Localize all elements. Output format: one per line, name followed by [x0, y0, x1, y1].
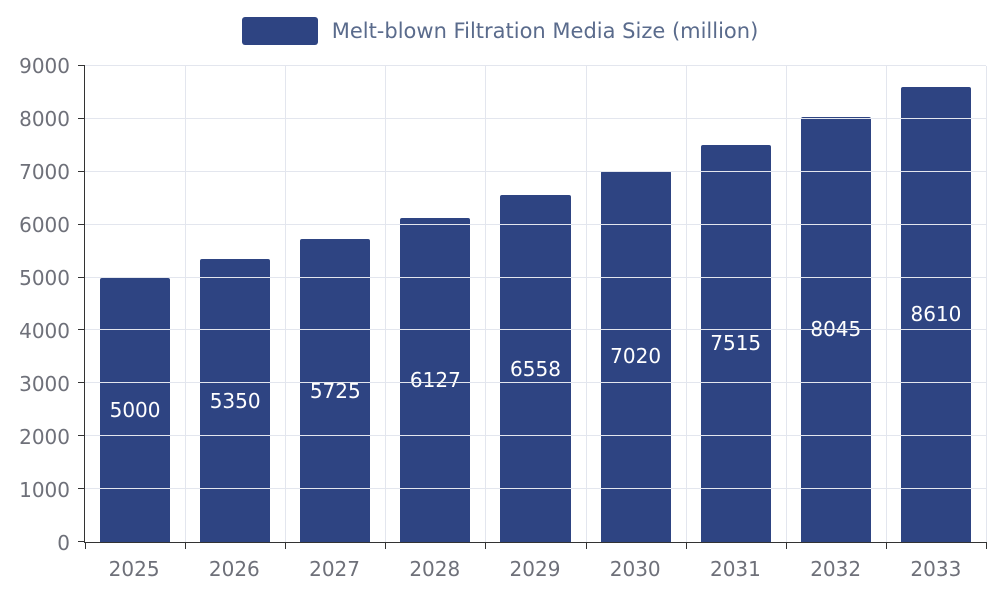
y-tick	[78, 276, 85, 278]
legend-label: Melt-blown Filtration Media Size (millio…	[331, 19, 759, 43]
bar-value-label: 8045	[810, 317, 862, 342]
bar-cell: 6127	[385, 66, 485, 542]
x-tick-label: 2031	[709, 557, 761, 581]
x-tick-label: 2033	[910, 557, 962, 581]
legend[interactable]: Melt-blown Filtration Media Size (millio…	[0, 0, 1000, 46]
x-tick-label: 2032	[810, 557, 862, 581]
bar-cell: 7515	[686, 66, 786, 542]
gridline-horizontal	[85, 223, 986, 225]
y-tick	[78, 488, 85, 490]
x-tick-label: 2026	[208, 557, 260, 581]
bar-2030[interactable]: 7020	[600, 170, 671, 542]
x-tick-label: 2027	[309, 557, 360, 581]
y-tick	[78, 65, 85, 66]
x-tick	[85, 542, 86, 549]
y-tick-label: 9000	[19, 54, 70, 78]
bar-cell: 7020	[586, 66, 686, 542]
bar-2029[interactable]: 6558	[500, 195, 571, 542]
bar-cell: 5350	[185, 66, 285, 542]
y-tick-label: 7000	[19, 160, 70, 184]
bar-2025[interactable]: 5000	[100, 277, 171, 542]
bar-value-label: 7515	[710, 331, 762, 356]
bar-value-label: 8610	[910, 302, 962, 327]
x-tick	[585, 542, 587, 549]
gridline-horizontal	[85, 382, 986, 384]
gridline-horizontal	[85, 329, 986, 331]
gridline-horizontal	[85, 117, 986, 119]
gridline-vertical	[385, 66, 387, 542]
bars-container: 5000 5350 5725 6127 6558 7020 7515 8045 8610	[85, 66, 986, 542]
bar-value-label: 6127	[409, 367, 461, 392]
gridline-horizontal	[85, 65, 986, 66]
gridline-horizontal	[85, 435, 986, 437]
bar-cell: 5000	[85, 66, 185, 542]
gridline-vertical	[685, 66, 687, 542]
x-tick	[385, 542, 387, 549]
bar-cell: 8610	[886, 66, 986, 542]
gridline-vertical	[885, 66, 887, 542]
y-tick	[78, 329, 85, 331]
x-tick	[986, 542, 987, 549]
y-tick	[78, 382, 85, 384]
bar-value-label: 5000	[109, 397, 161, 422]
x-tick-label: 2030	[609, 557, 661, 581]
x-tick	[285, 542, 287, 549]
x-axis: 2025 2026 2027 2028 2029 2030 2031 2032 2033	[84, 543, 986, 589]
gridline-vertical	[185, 66, 187, 542]
bar-2026[interactable]: 5350	[200, 259, 271, 542]
y-tick	[78, 541, 85, 542]
y-tick	[78, 117, 85, 119]
bar-cell: 8045	[786, 66, 886, 542]
gridline-vertical	[285, 66, 287, 542]
x-tick	[685, 542, 687, 549]
bar-2031[interactable]: 7515	[700, 144, 771, 542]
y-tick-label: 8000	[19, 107, 70, 131]
gridline-vertical	[785, 66, 787, 542]
bar-2033[interactable]: 8610	[900, 86, 971, 542]
bar-value-label: 6558	[510, 356, 561, 381]
gridline-vertical	[485, 66, 487, 542]
x-tick	[885, 542, 887, 549]
bar-value-label: 7020	[610, 344, 662, 369]
x-tick	[185, 542, 187, 549]
y-tick	[78, 435, 85, 437]
y-axis: 0 1000 2000 3000 4000 5000 6000 7000 8000 9000	[0, 56, 84, 553]
bar-cell: 5725	[285, 66, 385, 542]
gridline-horizontal	[85, 488, 986, 490]
x-tick	[485, 542, 487, 549]
bar-2032[interactable]: 8045	[800, 116, 871, 542]
y-tick-label: 1000	[19, 478, 70, 502]
y-tick	[78, 223, 85, 225]
x-tick	[785, 542, 787, 549]
bar-2028[interactable]: 6127	[400, 217, 471, 542]
bar-value-label: 5350	[209, 388, 261, 413]
x-tick-label: 2029	[509, 557, 561, 581]
bar-2027[interactable]: 5725	[300, 239, 371, 542]
y-tick-label: 6000	[19, 213, 70, 238]
plot-wrap: 0 1000 2000 3000 4000 5000 6000 7000 8000 9000 50…	[19, 56, 987, 581]
gridline-horizontal	[85, 276, 986, 278]
y-tick	[78, 170, 85, 172]
gridline-vertical	[585, 66, 587, 542]
y-tick-label: 2000	[19, 425, 70, 449]
bar-cell: 6558	[485, 66, 585, 542]
x-tick-label: 2028	[409, 557, 461, 581]
x-tick-label: 2025	[108, 557, 160, 581]
legend-swatch	[241, 17, 318, 45]
y-tick-label: 0	[57, 531, 70, 555]
plot-area: 5000 5350 5725 6127 6558 7020 7515 8045 8610	[78, 65, 987, 549]
y-tick-label: 4000	[19, 319, 70, 343]
y-tick-label: 3000	[19, 372, 70, 397]
gridline-vertical	[986, 66, 987, 542]
gridline-horizontal	[85, 170, 986, 172]
y-tick-label: 5000	[19, 266, 70, 290]
